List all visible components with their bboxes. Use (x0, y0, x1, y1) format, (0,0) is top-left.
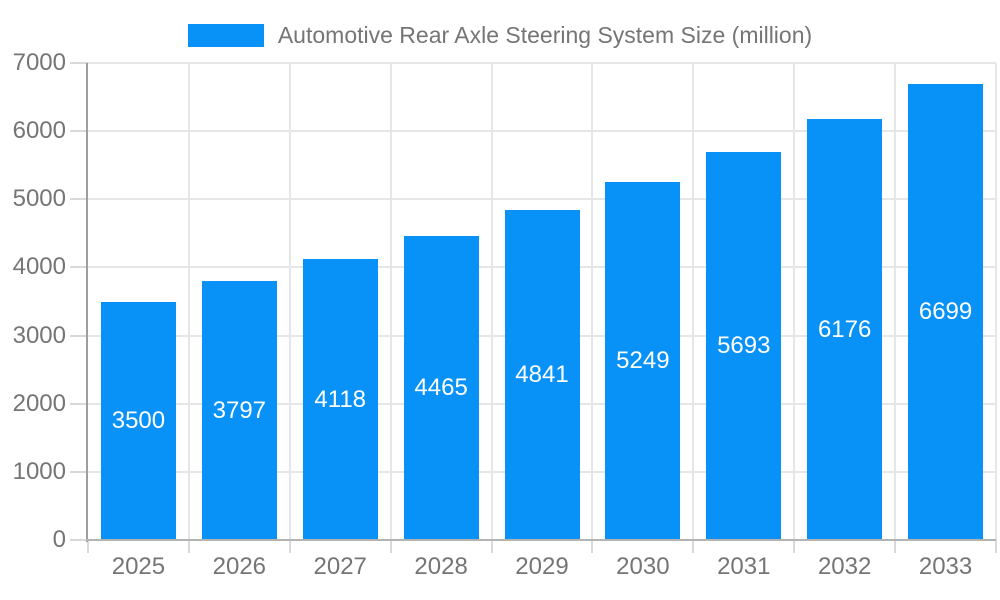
x-axis-tick (692, 540, 695, 553)
x-axis-tick (288, 540, 291, 553)
x-axis-label: 2028 (414, 553, 468, 580)
x-axis-tick (995, 540, 997, 553)
x-axis-label: 2026 (212, 553, 267, 580)
x-axis-label: 2025 (111, 553, 166, 580)
x-axis-label: 2030 (616, 553, 670, 580)
y-axis-label: 7000 (12, 49, 66, 76)
bar[interactable]: 4118 (302, 259, 378, 540)
bar[interactable]: 3797 (201, 281, 277, 540)
gridline-vertical (288, 63, 291, 540)
y-axis-tick (70, 62, 88, 64)
bar-value-label: 3797 (212, 396, 267, 424)
bar-value-label: 4841 (515, 361, 569, 389)
y-axis-tick (70, 198, 88, 201)
legend-label: Automotive Rear Axle Steering System Siz… (277, 22, 813, 48)
bar[interactable]: 5693 (706, 152, 782, 540)
bar[interactable]: 3500 (100, 301, 176, 540)
gridline-vertical (490, 63, 493, 540)
y-axis-label: 5000 (12, 185, 66, 213)
bar-value-label: 6699 (918, 297, 973, 325)
gridline-vertical (389, 63, 392, 540)
bar[interactable]: 4841 (504, 210, 580, 540)
y-axis-label: 6000 (12, 117, 66, 145)
x-axis-tick (490, 540, 493, 553)
x-axis-label: 2027 (313, 553, 367, 580)
x-axis-tick (389, 540, 392, 553)
gridline-horizontal (88, 198, 996, 201)
y-axis-tick (70, 470, 88, 473)
legend-item[interactable]: Automotive Rear Axle Steering System Siz… (187, 22, 813, 49)
y-axis-tick (70, 539, 88, 541)
gridline-vertical (591, 63, 594, 540)
y-axis-label: 4000 (12, 253, 66, 281)
y-axis-tick (70, 402, 88, 405)
gridline-vertical (995, 63, 997, 540)
y-axis-tick (70, 130, 88, 133)
gridline-horizontal (88, 62, 996, 64)
y-axis-label: 1000 (12, 457, 66, 485)
bar-value-label: 5693 (717, 332, 771, 360)
bar[interactable]: 6176 (807, 119, 883, 540)
bar[interactable]: 5249 (605, 182, 681, 540)
x-axis-line (86, 539, 996, 541)
y-axis-tick (70, 334, 88, 337)
y-axis-label: 0 (52, 526, 66, 553)
x-axis-label: 2029 (515, 553, 569, 580)
bar-value-label: 4465 (414, 373, 468, 401)
bar-value-label: 5249 (616, 347, 670, 375)
gridline-vertical (187, 63, 190, 540)
x-axis-tick (591, 540, 594, 553)
gridline-vertical (793, 63, 796, 540)
y-axis-line (86, 63, 88, 542)
bar-value-label: 6176 (817, 315, 872, 343)
bar[interactable]: 4465 (403, 235, 479, 540)
y-axis-label: 3000 (12, 321, 66, 349)
gridline-vertical (692, 63, 695, 540)
x-axis-label: 2032 (817, 553, 872, 580)
legend: Automotive Rear Axle Steering System Siz… (0, 22, 1000, 49)
legend-swatch-icon (187, 24, 264, 47)
x-axis-label: 2033 (918, 553, 973, 580)
x-axis-tick (793, 540, 796, 553)
x-axis-tick (187, 540, 190, 553)
bar[interactable]: 6699 (908, 83, 984, 540)
y-axis-tick (70, 266, 88, 269)
bar-value-label: 3500 (111, 406, 166, 434)
gridline-vertical (894, 63, 897, 540)
x-axis-tick (87, 540, 89, 553)
bar-value-label: 4118 (314, 385, 367, 413)
x-axis-tick (894, 540, 897, 553)
y-axis-label: 2000 (12, 389, 66, 417)
gridline-horizontal (88, 130, 996, 133)
x-axis-label: 2031 (717, 553, 771, 580)
